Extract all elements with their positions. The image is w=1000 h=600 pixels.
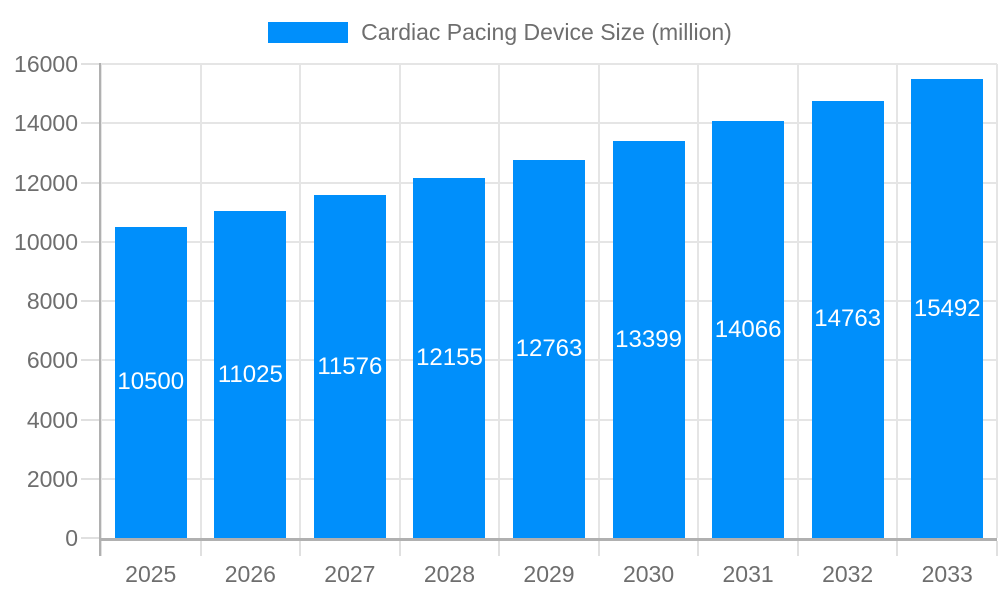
h-gridline (101, 63, 997, 65)
y-tick (81, 300, 101, 302)
legend-label: Cardiac Pacing Device Size (million) (361, 19, 732, 45)
x-axis-label: 2030 (622, 561, 675, 587)
h-gridline (101, 122, 997, 125)
x-tick (398, 541, 401, 556)
x-axis-label: 2033 (921, 561, 973, 587)
y-tick (81, 63, 101, 65)
y-axis-label: 2000 (26, 465, 78, 492)
legend-item[interactable]: Cardiac Pacing Device Size (million) (268, 16, 732, 48)
x-tick (697, 541, 700, 556)
x-tick (597, 541, 600, 556)
y-tick (81, 181, 101, 184)
x-tick (498, 541, 501, 556)
v-gridline (100, 64, 102, 538)
y-axis-label: 10000 (14, 228, 78, 255)
x-axis-label: 2028 (423, 561, 476, 587)
x-axis-label: 2032 (822, 561, 874, 587)
v-gridline (199, 64, 202, 538)
x-axis-label: 2031 (722, 561, 774, 587)
v-gridline (299, 64, 302, 538)
bar[interactable] (313, 195, 386, 538)
x-axis-label: 2027 (324, 561, 376, 587)
y-axis-label: 14000 (14, 110, 78, 137)
x-axis-label: 2026 (224, 561, 276, 587)
bar[interactable] (413, 177, 486, 538)
bar[interactable] (114, 226, 187, 538)
v-gridline (996, 64, 998, 538)
x-axis-label: 2025 (125, 561, 177, 587)
bar-value-label: 11025 (217, 360, 283, 388)
v-gridline (896, 64, 899, 538)
bar-value-label: 14763 (814, 305, 882, 333)
bar-value-label: 14066 (714, 315, 782, 343)
x-tick (896, 541, 899, 556)
bar[interactable] (712, 121, 785, 538)
y-axis-label: 4000 (26, 406, 78, 433)
y-axis-line (99, 63, 101, 556)
y-tick (81, 537, 101, 539)
bar-value-label: 10500 (117, 368, 185, 396)
x-tick (796, 541, 799, 556)
x-tick (299, 541, 302, 556)
y-tick (81, 359, 101, 362)
v-gridline (498, 64, 501, 538)
x-axis-line (99, 538, 997, 541)
y-tick (81, 122, 101, 125)
bar-value-label: 15492 (913, 294, 981, 322)
x-tick (996, 541, 998, 556)
y-axis-label: 16000 (14, 51, 78, 77)
v-gridline (597, 64, 600, 538)
v-gridline (796, 64, 799, 538)
chart-legend: Cardiac Pacing Device Size (million) (0, 16, 1000, 48)
x-tick (100, 541, 102, 556)
y-axis-label: 6000 (26, 347, 78, 374)
x-axis-label: 2029 (523, 561, 575, 587)
y-tick (81, 240, 101, 243)
v-gridline (697, 64, 700, 538)
bar-value-label: 13399 (615, 325, 682, 353)
y-axis-label: 8000 (26, 288, 78, 314)
y-tick (81, 418, 101, 421)
bar[interactable] (513, 159, 585, 538)
bar-value-label: 11576 (317, 352, 383, 380)
bar[interactable] (911, 79, 984, 538)
y-axis-label: 12000 (14, 169, 78, 196)
bar-value-label: 12763 (515, 334, 583, 362)
bar[interactable] (612, 141, 685, 538)
bar[interactable] (811, 100, 884, 538)
legend-swatch (268, 21, 349, 43)
v-gridline (398, 64, 401, 538)
x-tick (199, 541, 202, 556)
bar-value-label: 12155 (416, 343, 483, 371)
y-axis-label: 0 (65, 525, 78, 551)
y-tick (81, 477, 101, 480)
bar[interactable] (214, 211, 287, 538)
